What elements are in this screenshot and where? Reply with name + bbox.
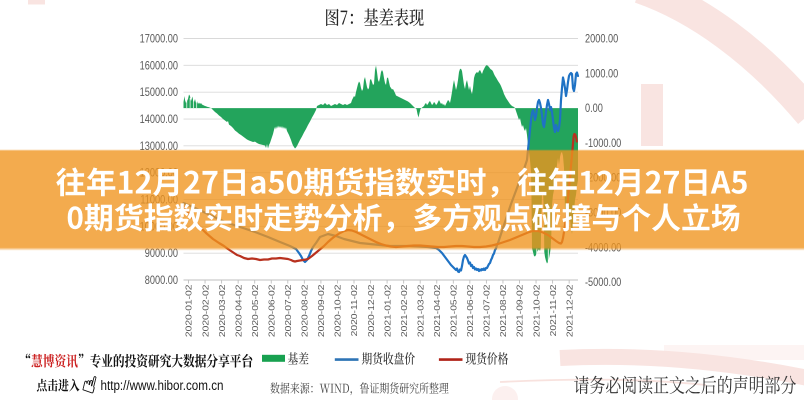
svg-text:-5000.00: -5000.00 [585,277,621,289]
svg-text:2021-03-02: 2021-03-02 [416,285,425,338]
svg-text:2020-03-02: 2020-03-02 [218,285,227,338]
svg-text:-1000.00: -1000.00 [585,138,621,150]
svg-text:2021-10-02: 2021-10-02 [532,285,541,338]
svg-text:2021-09-02: 2021-09-02 [516,285,525,338]
svg-text:http://www.hibor.com.cn: http://www.hibor.com.cn [101,378,224,394]
svg-text:1000.00: 1000.00 [585,68,618,80]
svg-text:0.00: 0.00 [585,103,603,115]
svg-text:16000.00: 16000.00 [140,61,179,73]
svg-text:2020-10-02: 2020-10-02 [334,285,343,338]
svg-text:2020-06-02: 2020-06-02 [267,285,276,338]
svg-text:2020-02-02: 2020-02-02 [201,285,210,338]
svg-text:9000.00: 9000.00 [145,248,178,260]
svg-text:17000.00: 17000.00 [140,34,179,46]
svg-text:8000.00: 8000.00 [145,275,178,287]
svg-text:2020-12-02: 2020-12-02 [367,285,376,338]
svg-text:2021-08-02: 2021-08-02 [499,285,508,338]
svg-text:2021-01-02: 2021-01-02 [383,285,392,338]
svg-text:2021-02-02: 2021-02-02 [400,285,409,338]
svg-text:2020-01-02: 2020-01-02 [185,285,194,338]
svg-text:2020-08-02: 2020-08-02 [300,285,309,338]
svg-text:2021-07-02: 2021-07-02 [483,285,492,338]
svg-text:2020-11-02: 2020-11-02 [350,285,359,337]
svg-text:2020-09-02: 2020-09-02 [317,285,326,338]
svg-text:15000.00: 15000.00 [140,87,179,99]
svg-text:2020-05-02: 2020-05-02 [251,285,260,338]
svg-text:2021-04-02: 2021-04-02 [433,285,442,338]
svg-text:2020-04-02: 2020-04-02 [234,285,243,338]
svg-text:2021-06-02: 2021-06-02 [466,285,475,338]
svg-text:2020-07-02: 2020-07-02 [284,285,293,338]
svg-text:2000.00: 2000.00 [585,34,618,46]
svg-text:2021-12-02: 2021-12-02 [565,285,574,338]
svg-text:2021-05-02: 2021-05-02 [449,285,458,338]
svg-text:14000.00: 14000.00 [140,114,179,126]
svg-text:2021-11-02: 2021-11-02 [549,285,558,337]
